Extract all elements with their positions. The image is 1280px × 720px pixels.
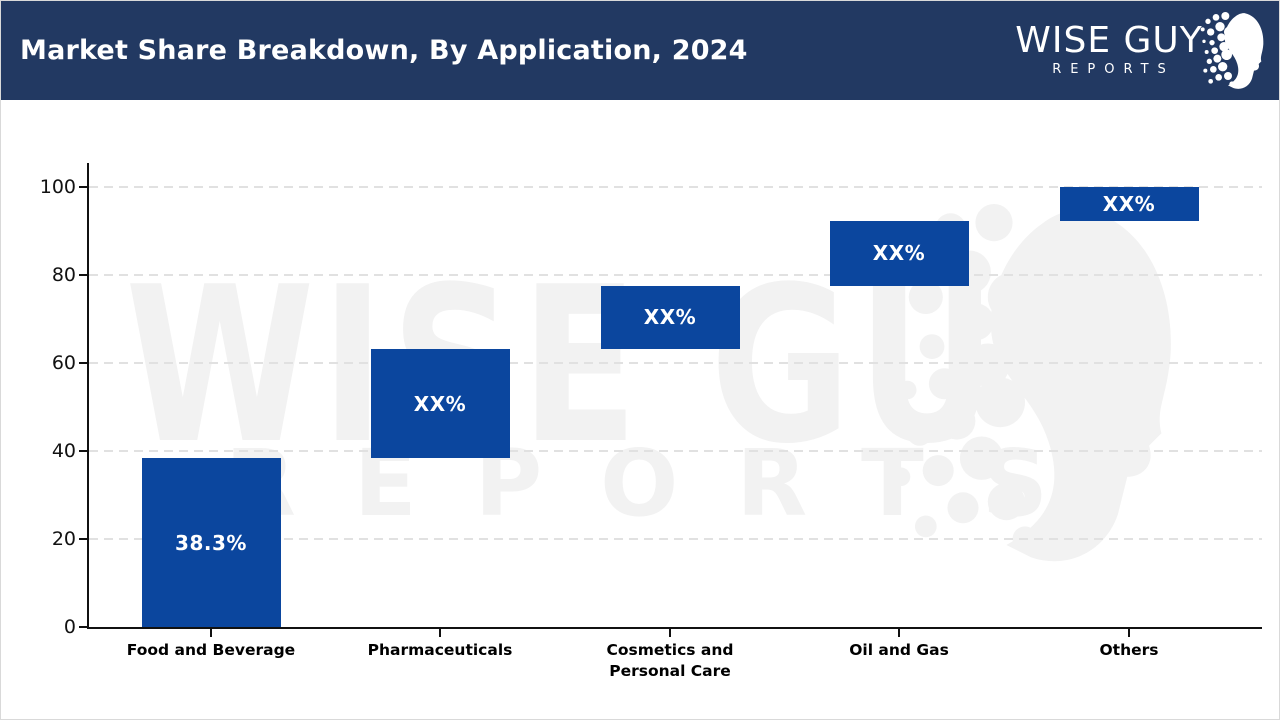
- y-tick-label: 20: [51, 528, 76, 550]
- y-tick-label: 0: [63, 616, 76, 638]
- logo-face-icon: [1194, 12, 1270, 92]
- x-category-label: Others: [1099, 641, 1159, 659]
- bar-value-label: XX%: [643, 305, 697, 330]
- y-tick-40: [79, 450, 87, 452]
- y-axis-line: [87, 163, 89, 629]
- chart-title: Market Share Breakdown, By Application, …: [20, 34, 748, 66]
- wise-guy-reports-logo: WISE GUY REPORTS: [1014, 10, 1264, 92]
- y-tick-label: 40: [51, 440, 76, 462]
- bar-segment: XX%: [1059, 187, 1199, 221]
- x-category-label: Food and Beverage: [126, 641, 296, 659]
- y-tick-0: [79, 626, 87, 628]
- y-tick-60: [79, 362, 87, 364]
- y-tick-100: [79, 186, 87, 188]
- gridline-40: [89, 450, 1262, 452]
- bar-value-label: XX%: [1102, 191, 1156, 216]
- bar-value-label: 38.3%: [175, 530, 247, 555]
- logo-text: WISE GUY REPORTS: [1014, 20, 1204, 78]
- bar-value-label: XX%: [872, 241, 926, 266]
- logo-reports-text: REPORTS: [1052, 62, 1175, 77]
- bar-segment: XX%: [370, 348, 510, 459]
- gridline-20: [89, 538, 1262, 540]
- y-tick-80: [79, 274, 87, 276]
- x-category-label: Pharmaceuticals: [367, 641, 513, 659]
- x-category-label: Oil and Gas: [849, 641, 949, 659]
- header-bar: Market Share Breakdown, By Application, …: [0, 0, 1280, 100]
- gridline-100: [89, 186, 1262, 188]
- bar-segment: XX%: [600, 286, 740, 349]
- bar-segment: XX%: [829, 220, 969, 286]
- y-tick-label: 60: [51, 352, 76, 374]
- gridline-60: [89, 362, 1262, 364]
- bar-value-label: XX%: [413, 391, 467, 416]
- logo-wordmark: WISE GUY: [1015, 20, 1203, 61]
- x-axis-line: [87, 627, 1262, 629]
- x-tick: [898, 629, 900, 637]
- y-tick-label: 100: [39, 176, 76, 198]
- x-tick: [1128, 629, 1130, 637]
- x-tick: [439, 629, 441, 637]
- x-category-label: Cosmetics and Personal Care: [606, 641, 734, 680]
- y-tick-20: [79, 538, 87, 540]
- x-tick: [669, 629, 671, 637]
- y-tick-label: 80: [51, 264, 76, 286]
- bar-segment: 38.3%: [141, 458, 281, 627]
- gridline-80: [89, 274, 1262, 276]
- x-tick: [210, 629, 212, 637]
